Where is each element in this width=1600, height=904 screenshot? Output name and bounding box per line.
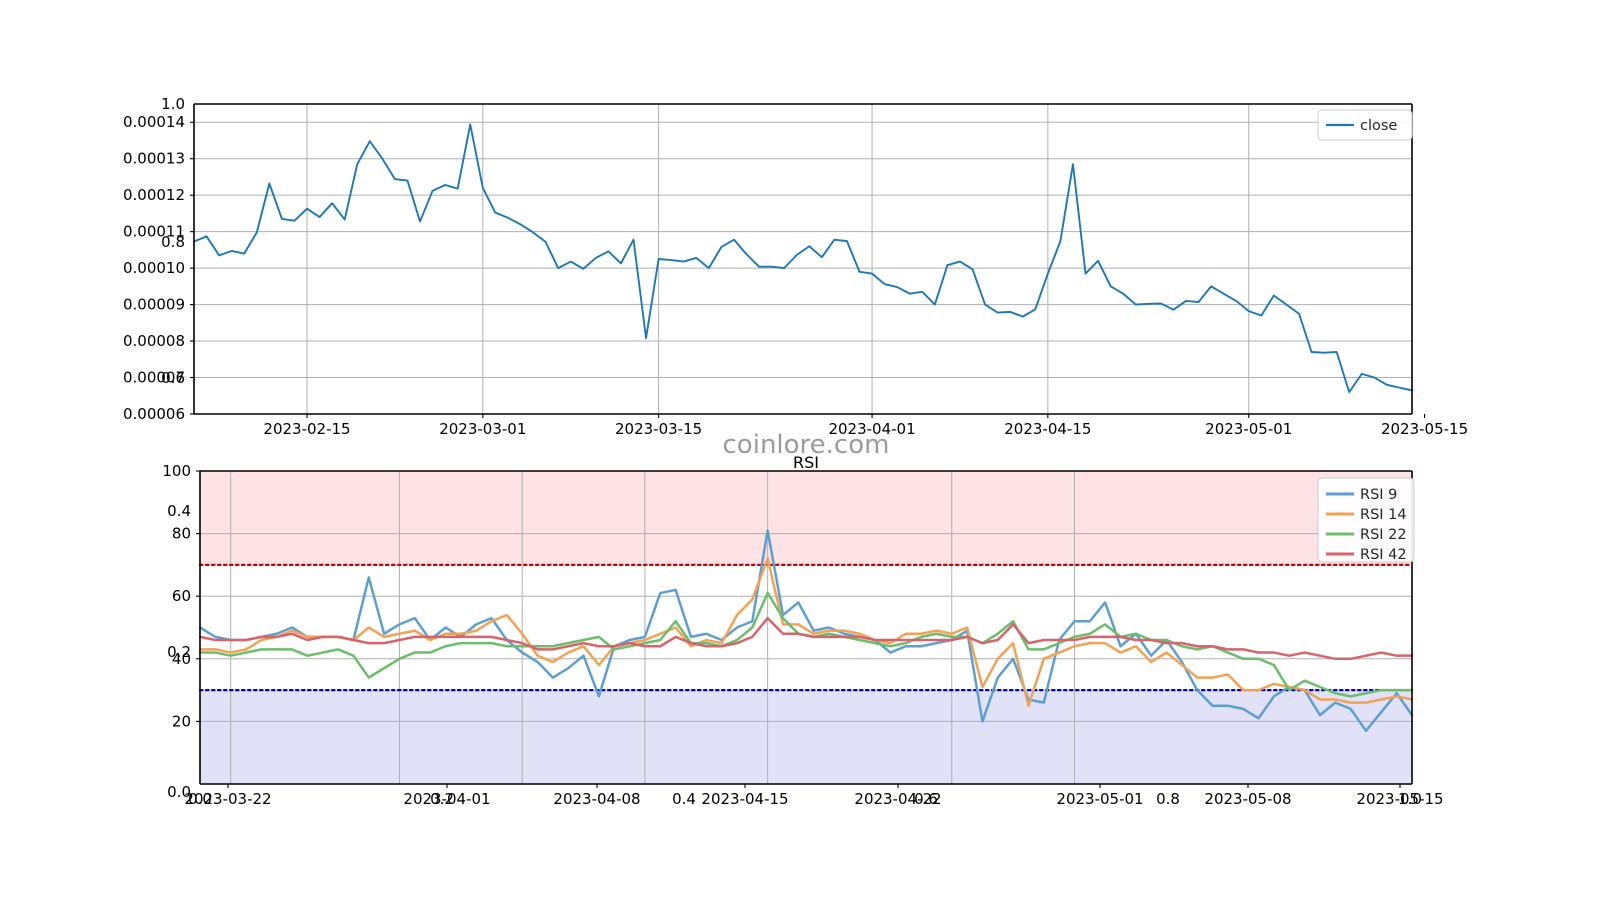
- rsi-xtick-label: 2023-04-01: [403, 790, 490, 808]
- price-ytick-label: 0.00010: [123, 259, 185, 277]
- rsi-ytick-label: 60: [172, 587, 191, 605]
- price-xtick-label: 2023-04-15: [1004, 420, 1091, 438]
- price-ytick-label: 0.00012: [123, 186, 185, 204]
- rsi-legend-label-9: RSI 9: [1360, 487, 1397, 503]
- price-ytick-label: 0.00009: [123, 296, 185, 314]
- rsi-panel-title: RSI: [793, 453, 819, 472]
- rsi-legend-box: [1317, 477, 1415, 563]
- rsi-xtick-label: 2023-04-22: [854, 790, 941, 808]
- rsi-overlay-xtick-label: 0.8: [1156, 790, 1180, 808]
- price-xtick-label: 2023-03-15: [615, 420, 702, 438]
- price-ytick-label: 0.00008: [123, 332, 185, 350]
- price-overlay-ytick-label: 1.0: [161, 95, 185, 113]
- rsi-overlay-ytick-label: 0.4: [167, 502, 191, 520]
- price-overlay-ytick-label: 0.8: [161, 233, 185, 251]
- rsi-xtick-label: 2023-04-15: [701, 790, 788, 808]
- rsi-oversold-band: [200, 690, 1412, 784]
- price-overlay-ytick-label: 0.6: [161, 369, 185, 387]
- rsi-overlay-xtick-label: 1.0: [1398, 790, 1422, 808]
- rsi-22-line: [198, 591, 1414, 698]
- rsi-ytick-label: 80: [172, 525, 191, 543]
- rsi-xtick-label: 2023-05-08: [1204, 790, 1291, 808]
- rsi-overlay-ytick-label: 0.0: [167, 783, 191, 801]
- rsi-xtick-label: 2023-04-08: [553, 790, 640, 808]
- rsi-ytick-label: 100: [162, 462, 191, 480]
- price-xtick-label: 2023-02-15: [263, 420, 350, 438]
- price-xtick-label: 2023-05-01: [1205, 420, 1292, 438]
- rsi-overbought-band: [200, 471, 1412, 565]
- price-xtick-label: 2023-05-15: [1381, 420, 1468, 438]
- price-ytick-label: 0.00011: [123, 223, 185, 241]
- price-legend-label-close: close: [1360, 118, 1397, 134]
- rsi-overlay-xtick-label: 0.0: [188, 790, 212, 808]
- price-ytick-label: 0.00006: [123, 405, 185, 423]
- rsi-legend-label-42: RSI 42: [1360, 547, 1407, 563]
- rsi-xtick-label: 2023-05-15: [1356, 790, 1443, 808]
- price-ytick-label: 0.00013: [123, 150, 185, 168]
- price-xtick-label: 2023-04-01: [828, 420, 915, 438]
- rsi-legend-label-14: RSI 14: [1360, 507, 1407, 523]
- rsi-14-line: [198, 557, 1414, 707]
- rsi-legend-label-22: RSI 22: [1360, 527, 1407, 543]
- price-ytick-label: 0.00014: [123, 113, 185, 131]
- rsi-overlay-ytick-label: 0.2: [167, 643, 191, 661]
- rsi-overlay-xtick-label: 0.2: [430, 790, 454, 808]
- rsi-xtick-label: 2023-03-22: [184, 790, 271, 808]
- rsi-overlay-xtick-label: 0.6: [914, 790, 938, 808]
- price-legend-box: [1317, 109, 1413, 141]
- price-ytick-label: 0.00007: [123, 369, 185, 387]
- rsi-9-line: [198, 529, 1414, 733]
- price-xtick-label: 2023-03-01: [439, 420, 526, 438]
- rsi-overlay-xtick-label: 0.4: [672, 790, 696, 808]
- watermark: coinlore.com: [723, 430, 890, 460]
- rsi-xtick-label: 2023-05-01: [1056, 790, 1143, 808]
- rsi-ytick-label: 40: [172, 650, 191, 668]
- rsi-ytick-label: 20: [172, 712, 191, 730]
- price-close-line: [193, 123, 1413, 394]
- rsi-42-line: [198, 616, 1414, 661]
